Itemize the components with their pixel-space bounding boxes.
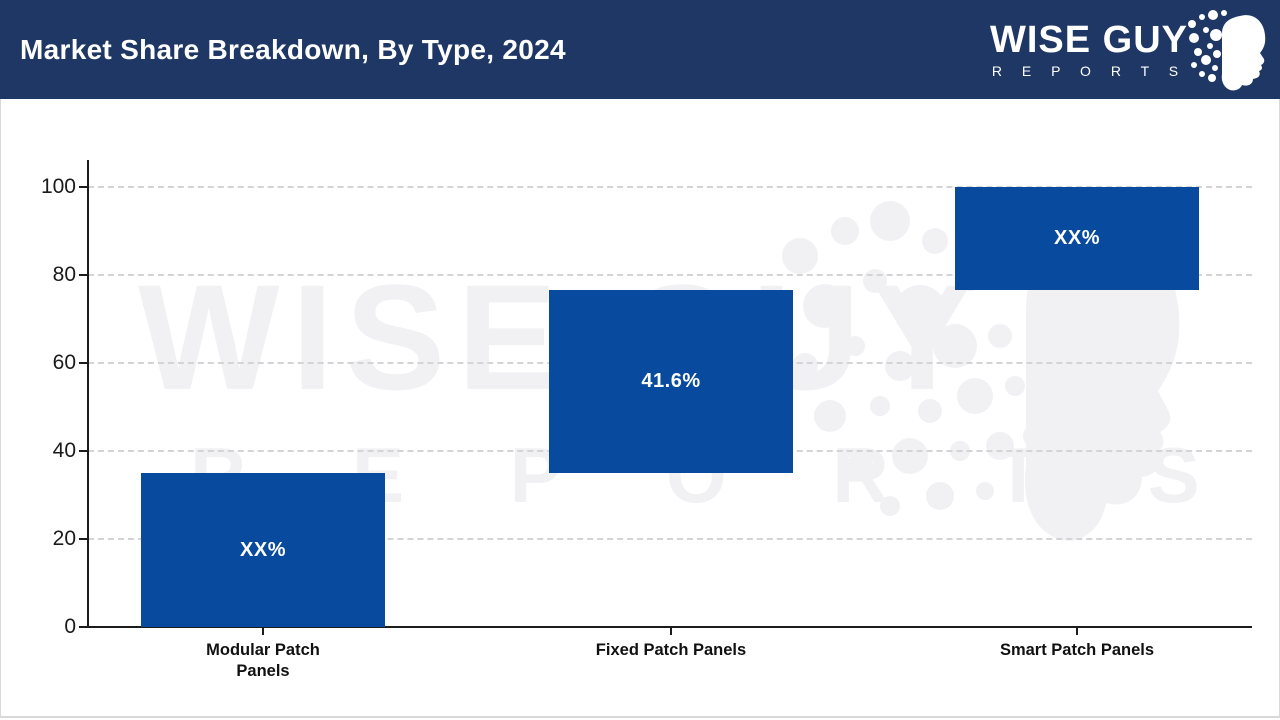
x-axis-line bbox=[87, 626, 1252, 628]
y-tick-label: 60 bbox=[52, 351, 76, 374]
y-axis-line bbox=[87, 160, 89, 628]
y-tick-mark bbox=[79, 450, 88, 452]
x-tick-mark bbox=[670, 627, 672, 635]
logo-wordmark: WISE GUY bbox=[989, 18, 1188, 61]
x-tick-mark bbox=[1076, 627, 1078, 635]
gridline bbox=[88, 274, 1252, 276]
bar-value-label: XX% bbox=[1054, 226, 1100, 249]
logo-text: WISE GUY R E P O R T S bbox=[990, 21, 1188, 79]
y-tick-label: 0 bbox=[64, 615, 76, 638]
x-tick-mark bbox=[262, 627, 264, 635]
y-tick-mark bbox=[79, 274, 88, 276]
bottom-divider bbox=[0, 716, 1280, 718]
y-tick-mark bbox=[79, 538, 88, 540]
header: Market Share Breakdown, By Type, 2024 WI… bbox=[0, 0, 1280, 99]
gridline bbox=[88, 186, 1252, 188]
bar-segment: 41.6% bbox=[549, 289, 793, 473]
y-tick-mark bbox=[79, 362, 88, 364]
x-category-label: Fixed Patch Panels bbox=[595, 641, 747, 659]
logo-subtext: R E P O R T S bbox=[991, 62, 1187, 79]
y-tick-mark bbox=[79, 626, 88, 628]
y-tick-label: 80 bbox=[52, 263, 76, 286]
y-tick-label: 20 bbox=[52, 527, 76, 550]
wiseguy-logo: WISE GUY R E P O R T S bbox=[990, 8, 1270, 92]
x-category-label: Modular Patch Panels bbox=[206, 641, 320, 680]
bar-value-label: XX% bbox=[240, 538, 286, 561]
page-title: Market Share Breakdown, By Type, 2024 bbox=[20, 33, 566, 65]
bar-segment: XX% bbox=[141, 473, 385, 627]
bar-segment: XX% bbox=[955, 187, 1199, 290]
y-tick-label: 100 bbox=[40, 175, 76, 198]
logo-face-icon bbox=[1188, 9, 1266, 90]
bar-value-label: 41.6% bbox=[641, 369, 701, 392]
gridline bbox=[88, 538, 1252, 540]
y-tick-mark bbox=[79, 186, 88, 188]
x-category-label: Smart Patch Panels bbox=[999, 641, 1155, 659]
y-tick-label: 40 bbox=[52, 439, 76, 462]
